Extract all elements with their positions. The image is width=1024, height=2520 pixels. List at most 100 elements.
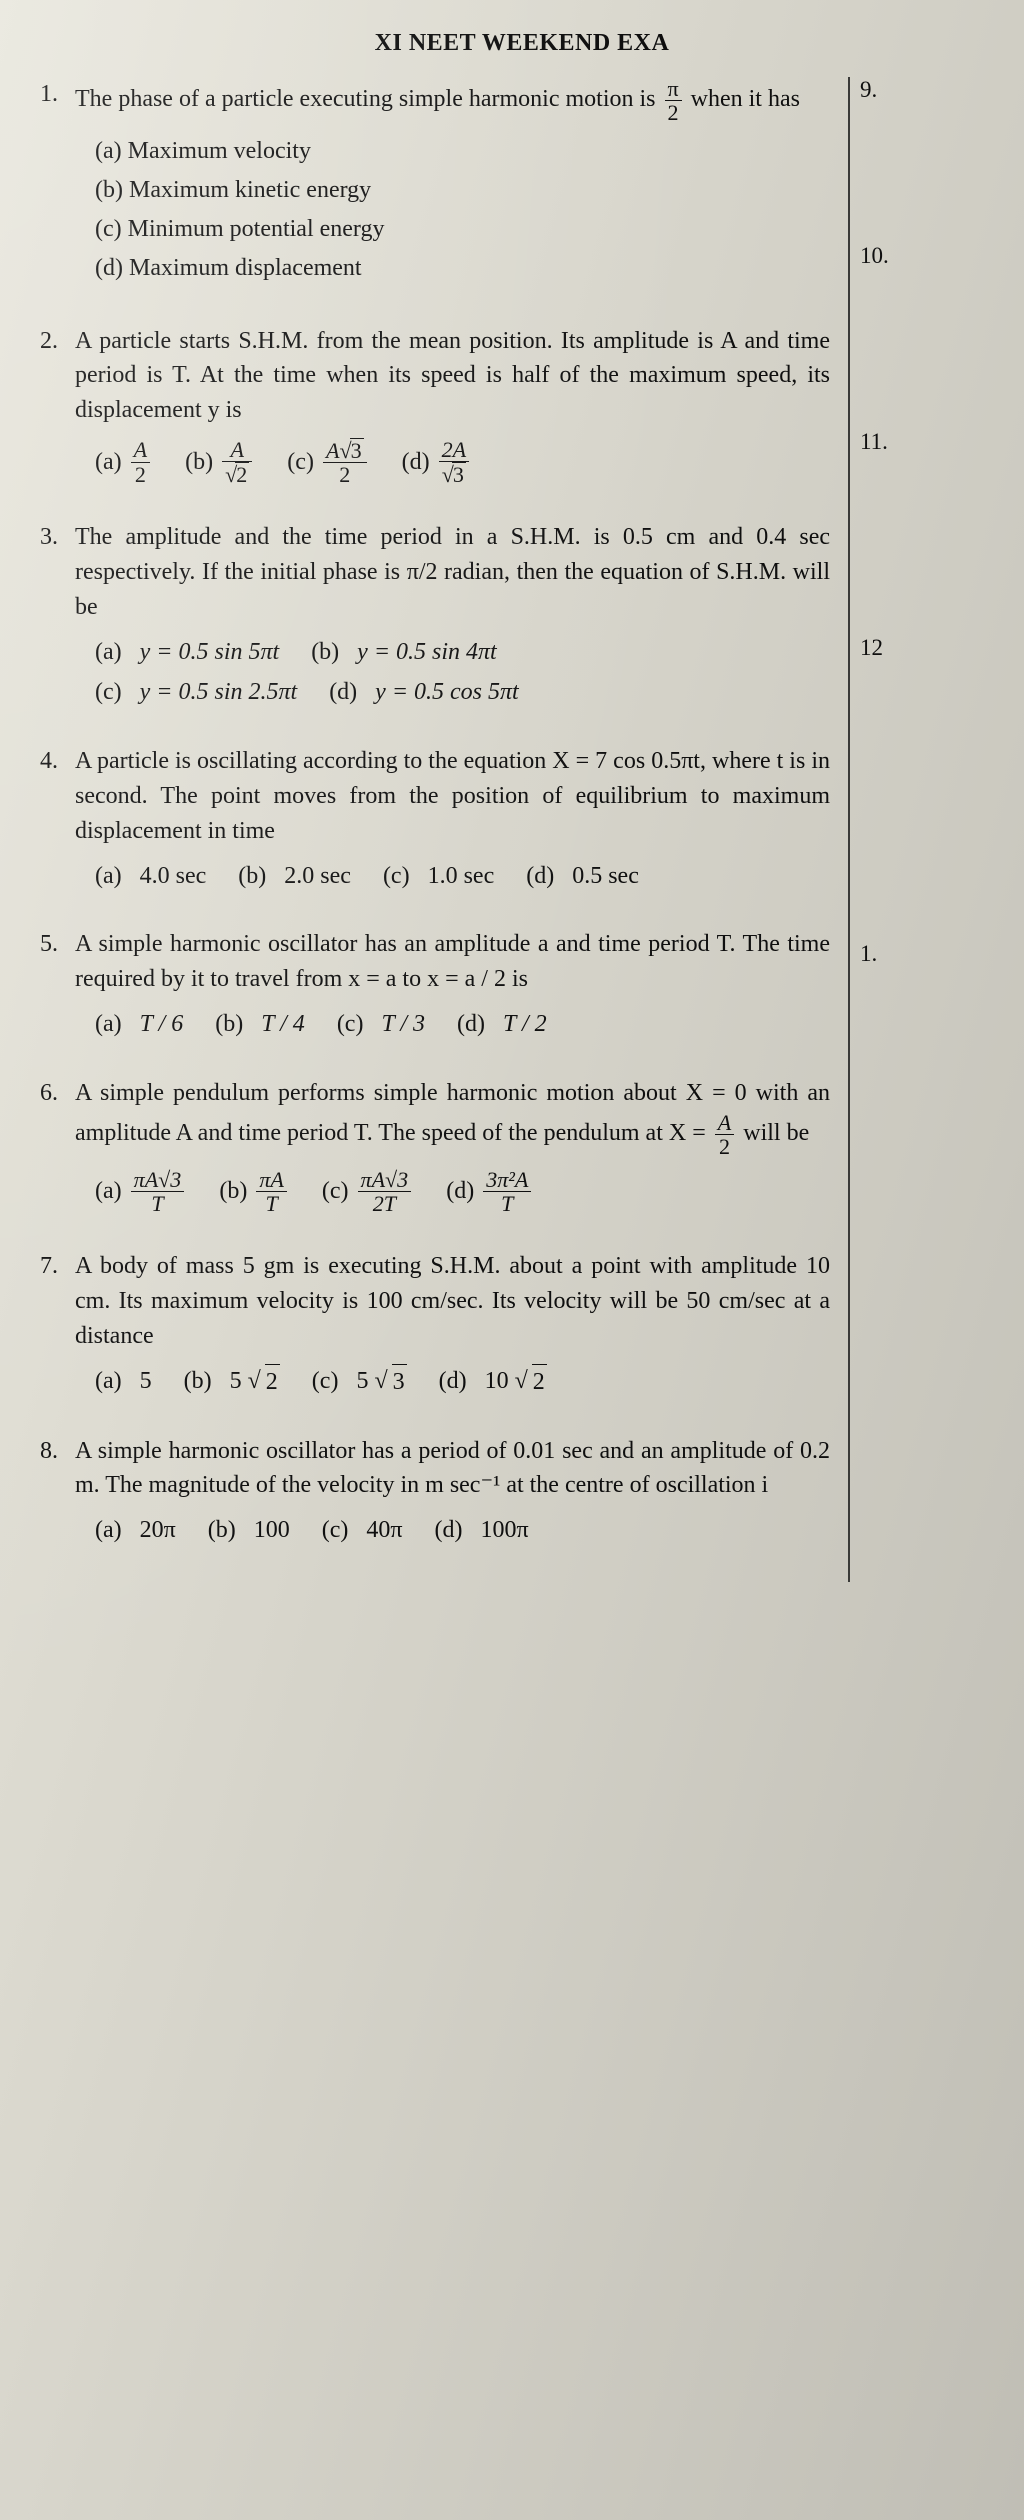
radical-icon (374, 1364, 387, 1399)
numerator: A (131, 438, 151, 461)
numerator: A (715, 1111, 735, 1134)
option-pre: 10 (485, 1364, 509, 1399)
numerator: 2A (439, 438, 470, 461)
option-d: (d) 2A3 (402, 438, 473, 486)
option-label: (b) (238, 859, 266, 894)
option-text: y = 0.5 sin 4πt (357, 635, 497, 670)
option-text: 5 (140, 1364, 152, 1399)
option-b: (b) T / 4 (215, 1007, 305, 1042)
option-label: (d) (95, 255, 123, 281)
option-label: (c) (312, 1364, 339, 1399)
option-label: (c) (322, 1513, 349, 1548)
option-label: (a) (95, 445, 122, 480)
question-stem: A body of mass 5 gm is executing S.H.M. … (75, 1249, 830, 1353)
fraction: A2 (222, 438, 252, 486)
option-label: (a) (95, 138, 122, 164)
question-stem: A simple harmonic oscillator has a perio… (75, 1434, 830, 1504)
question-number: 2. (40, 324, 75, 487)
column-layout: 1. The phase of a particle executing sim… (40, 77, 1004, 1582)
stem-text: will be (743, 1120, 809, 1146)
option-text: T / 2 (503, 1007, 547, 1042)
question-2: 2. A particle starts S.H.M. from the mea… (40, 324, 830, 487)
left-column: 1. The phase of a particle executing sim… (40, 77, 850, 1582)
option-b: (b) Maximum kinetic energy (95, 173, 830, 208)
option-row: (c) y = 0.5 sin 2.5πt (d) y = 0.5 cos 5π… (95, 675, 830, 710)
option-label: (c) (383, 859, 410, 894)
fraction: πA√3T (131, 1168, 185, 1215)
question-stem: A particle is oscillating according to t… (75, 744, 830, 848)
option-c: (c) 40π (322, 1513, 403, 1548)
option-c: (c) 53 (312, 1364, 407, 1400)
option-d: (d) 100π (435, 1513, 529, 1548)
options-list: (a) T / 6 (b) T / 4 (c) T / 3 (d) T / 2 (75, 1007, 830, 1042)
option-label: (b) (184, 1364, 212, 1399)
fraction: πA√32T (358, 1168, 412, 1215)
option-text: Maximum displacement (129, 255, 362, 281)
option-label: (b) (208, 1513, 236, 1548)
options-list: (a) 20π (b) 100 (c) 40π (d) 100π (75, 1513, 830, 1548)
denominator: 2 (715, 1134, 735, 1158)
option-d: (d) 102 (439, 1364, 547, 1400)
right-question-10: 10. (860, 243, 1004, 269)
sqrt-content: 2 (235, 462, 249, 486)
radical-icon (248, 1364, 261, 1399)
sqrt-content: 2 (532, 1364, 547, 1400)
numerator: A (222, 438, 252, 461)
numerator: πA√3 (131, 1168, 185, 1191)
question-stem: The amplitude and the time period in a S… (75, 520, 830, 624)
option-text: T / 4 (261, 1007, 305, 1042)
option-text: T / 6 (140, 1007, 184, 1042)
question-body: A simple harmonic oscillator has a perio… (75, 1434, 830, 1548)
question-stem: A simple pendulum performs simple harmon… (75, 1076, 830, 1158)
option-text: 40π (366, 1513, 402, 1548)
option-text: 20π (140, 1513, 176, 1548)
option-a: (a) 4.0 sec (95, 859, 206, 894)
option-label: (c) (337, 1007, 364, 1042)
option-text: y = 0.5 sin 5πt (140, 635, 280, 670)
option-label: (c) (287, 445, 314, 480)
exam-page: XI NEET WEEKEND EXA 1. The phase of a pa… (0, 0, 1024, 2520)
option-text: 1.0 sec (428, 859, 495, 894)
numerator: 3π²A (483, 1168, 531, 1191)
fraction: A 2 (715, 1111, 735, 1158)
question-body: A particle is oscillating according to t… (75, 744, 830, 893)
option-row: (a) 4.0 sec (b) 2.0 sec (c) 1.0 sec (d) … (95, 859, 830, 894)
option-b: (b) 100 (208, 1513, 290, 1548)
right-question-12: 12 (860, 635, 1004, 661)
question-7: 7. A body of mass 5 gm is executing S.H.… (40, 1249, 830, 1399)
option-label: (a) (95, 1007, 122, 1042)
option-label: (a) (95, 1364, 122, 1399)
denominator: 2 (323, 462, 367, 486)
numerator: A3 (323, 438, 367, 462)
option-c: (c) T / 3 (337, 1007, 425, 1042)
numerator: πA (256, 1168, 287, 1191)
option-a: (a) Maximum velocity (95, 134, 830, 169)
denominator: 2 (222, 461, 252, 486)
right-question-1: 1. (860, 941, 1004, 967)
question-stem: The phase of a particle executing simple… (75, 77, 830, 124)
fraction: 2A3 (439, 438, 470, 486)
option-c: (c) 1.0 sec (383, 859, 494, 894)
sqrt-content: 3 (452, 462, 466, 486)
option-text: 4.0 sec (140, 859, 207, 894)
option-a: (a) A2 (95, 438, 153, 486)
option-text: T / 3 (381, 1007, 425, 1042)
option-label: (d) (329, 675, 357, 710)
question-number: 5. (40, 927, 75, 1041)
option-c: (c)πA√32T (322, 1168, 414, 1215)
question-6: 6. A simple pendulum performs simple har… (40, 1076, 830, 1215)
option-a: (a)πA√3T (95, 1168, 187, 1215)
sqrt-content: 2 (265, 1364, 280, 1400)
denominator: 3 (439, 461, 470, 486)
question-number: 1. (40, 77, 75, 290)
question-body: The phase of a particle executing simple… (75, 77, 830, 290)
option-row: (a)πA√3T (b)πAT (c)πA√32T (d)3π²AT (95, 1168, 830, 1215)
options-list: (a) 4.0 sec (b) 2.0 sec (c) 1.0 sec (d) … (75, 859, 830, 894)
option-text: 0.5 sec (572, 859, 639, 894)
num-a: A (326, 438, 340, 463)
option-label: (b) (215, 1007, 243, 1042)
option-label: (a) (95, 859, 122, 894)
question-4: 4. A particle is oscillating according t… (40, 744, 830, 893)
option-label: (b) (311, 635, 339, 670)
option-c: (c) Minimum potential energy (95, 212, 830, 247)
